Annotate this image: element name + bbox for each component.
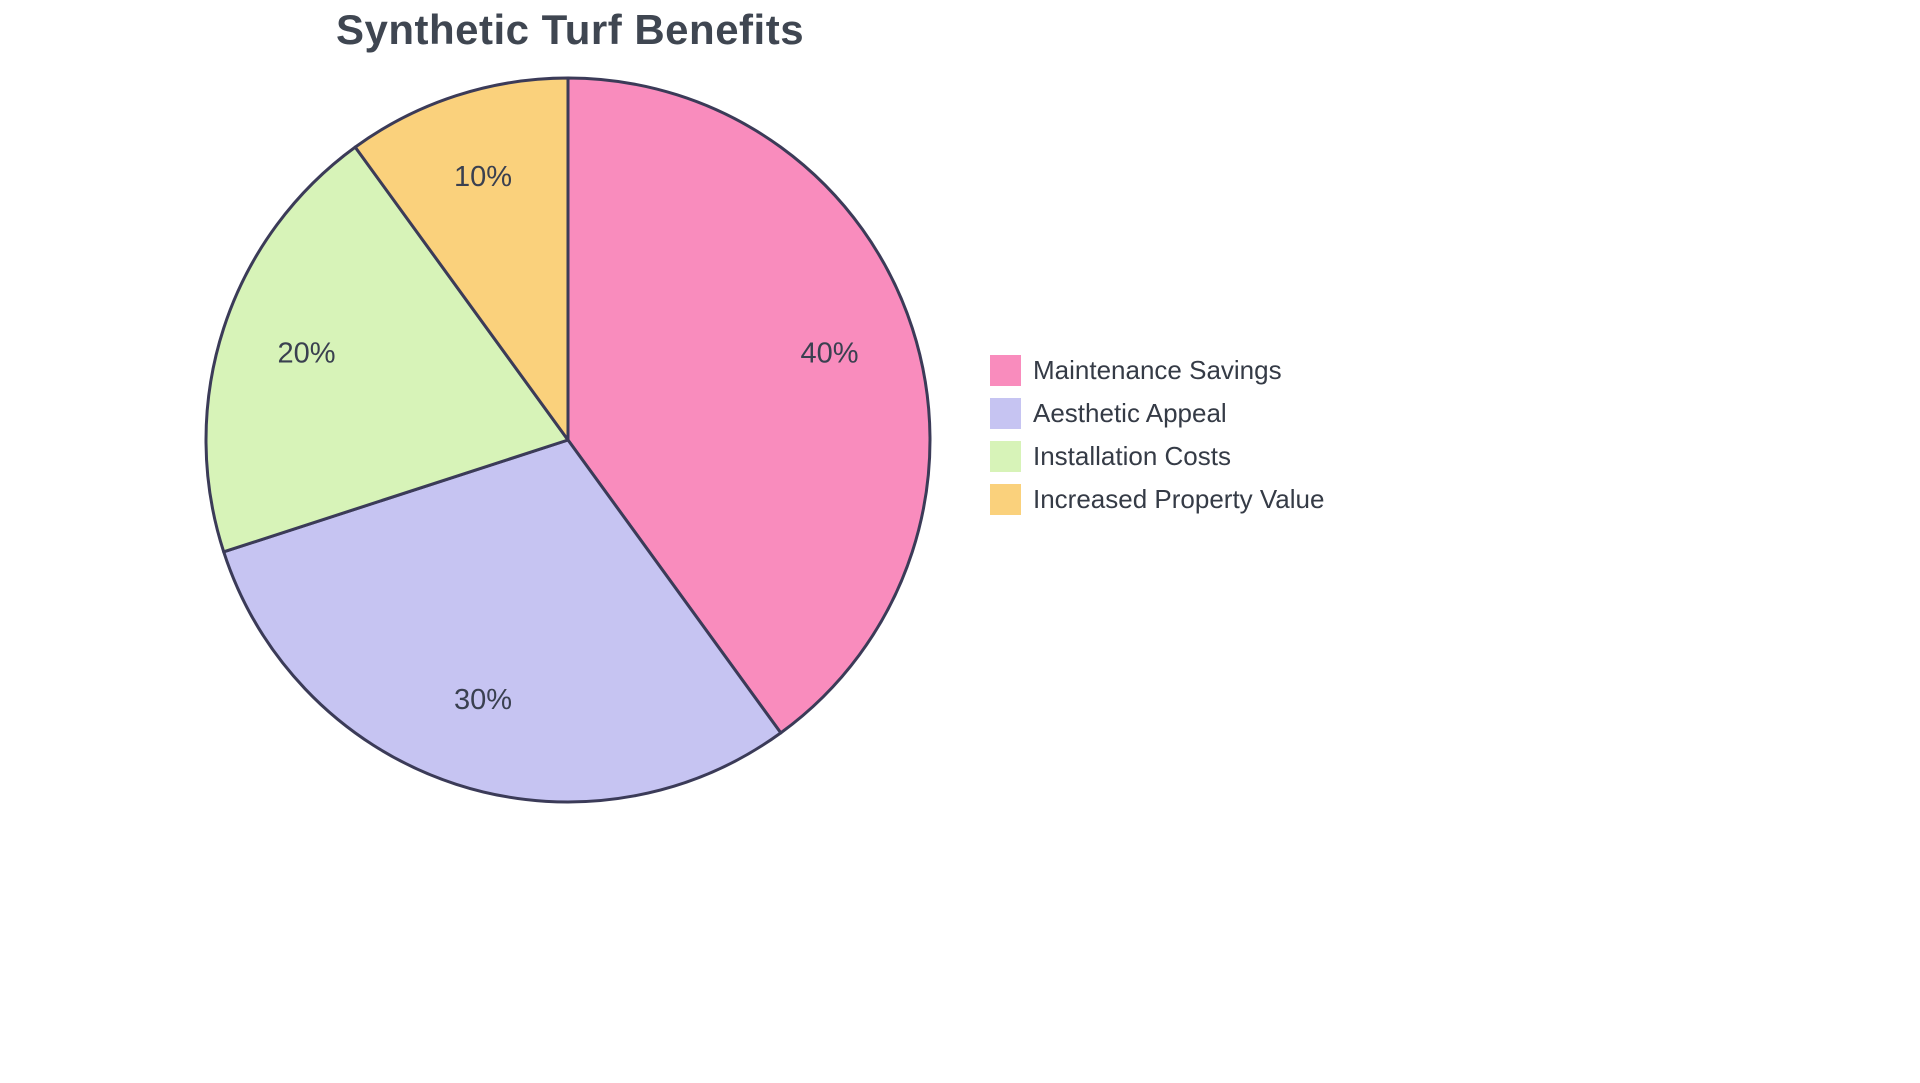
pie-slice-3 [353,76,570,442]
legend-label-3: Increased Property Value [1033,483,1325,514]
pie-slice-label-3: 10% [454,161,512,193]
legend-label-2: Installation Costs [1033,440,1231,471]
legend-label-0: Maintenance Savings [1033,354,1282,385]
pie-slice-label-2: 20% [277,338,335,370]
legend-swatch-3 [990,483,1021,515]
legend-swatch-0 [990,354,1021,386]
legend-item-1: Aesthetic Appeal [990,397,1324,429]
chart-title: Synthetic Turf Benefits [335,6,805,53]
legend-item-2: Installation Costs [990,440,1324,472]
pie-slice-0 [566,76,932,735]
legend-item-0: Maintenance Savings [990,354,1324,386]
pie-slice-label-0: 40% [800,338,858,370]
legend: Maintenance Savings Aesthetic Appeal Insta… [990,354,1324,526]
legend-swatch-1 [990,397,1021,429]
legend-swatch-2 [990,440,1021,472]
pie-slice-1 [222,438,783,804]
pie-slice-2 [204,145,570,554]
pie-slice-label-1: 30% [454,684,512,716]
legend-item-3: Increased Property Value [990,483,1324,515]
legend-label-1: Aesthetic Appeal [1033,397,1227,428]
